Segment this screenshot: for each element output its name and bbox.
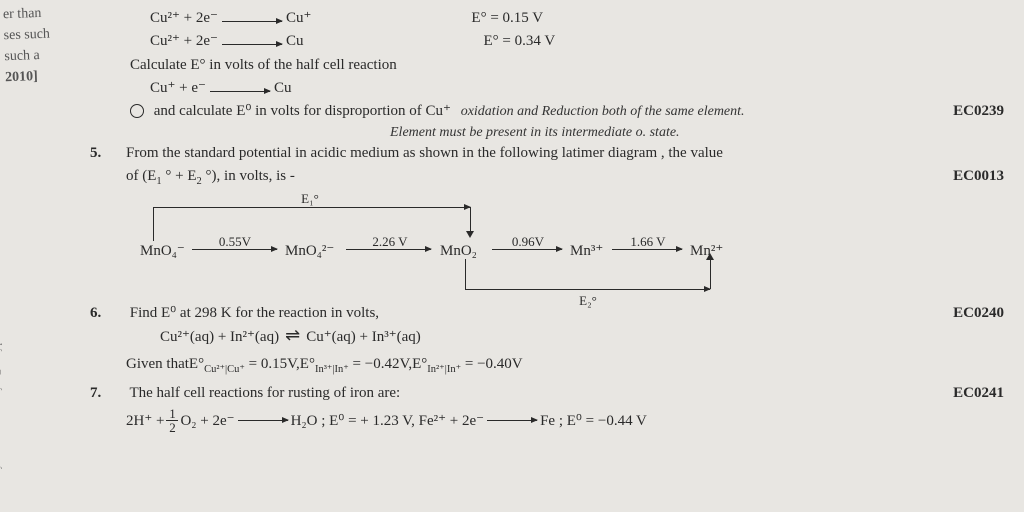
arrow-icon [222,21,282,22]
bracket2-h [465,289,710,290]
side-label: Chemistry & Surface Chemistry/01_theory.… [0,332,3,502]
equilibrium-icon: ⇌ [285,323,300,347]
e1: E° = 0.15 V [471,8,543,28]
bracket2-v1 [465,259,466,289]
rxn1: Cu²⁺ + 2e⁻ Cu E° = 0.34 V [90,31,1004,51]
v2: 2.26 V [372,233,407,251]
q7-d: Fe ; E⁰ = −0.44 V [540,411,647,431]
q7-b: O₂ + 2e⁻ [180,411,234,431]
code-ec0013: EC0013 [953,166,1004,186]
q5-t2c: °), in volts, is - [206,168,295,184]
q7-num: 7. [90,383,126,403]
q7-line1: 7. The half cell reactions for rusting o… [90,383,1004,403]
edge-l3: such a [0,45,81,67]
q6-text: Find E⁰ at 298 K for the reaction in vol… [130,305,379,321]
rxn1b: Cu [286,31,304,51]
rxn2: Cu⁺ + e⁻ Cu [90,78,1004,98]
v3: 0.96V [512,233,544,251]
q5-t2a: of (E [126,168,156,184]
node-mno4: MnO₄⁻ [140,241,185,261]
fraction: 1 2 [166,407,178,434]
bullet-icon [130,104,144,118]
v4: 1.66 V [630,233,665,251]
rxn0a: Cu²⁺ + 2e⁻ [150,8,218,28]
g1: E°Cu²⁺|Cu⁺ = 0.15V, [189,354,300,377]
disp-row: and calculate E⁰ in volts for disproport… [90,101,1004,143]
node-mn3: Mn³⁺ [570,241,603,261]
q5-line2: of (E1 ° + E2 °), in volts, is - EC0013 [90,166,1004,189]
edge-l4: 2010] [1,66,82,88]
disp-text: and calculate E⁰ in volts for disproport… [154,103,451,119]
q5-t2b: ° + E [165,168,196,184]
q5-num: 5. [90,143,126,163]
e2-label: E₂° [579,292,597,310]
q6-rxn-a: Cu²⁺(aq) + In²⁺(aq) [160,327,279,347]
arrow-icon [487,420,537,421]
q7-c: H₂O ; E⁰ = + 1.23 V, Fe²⁺ + 2e⁻ [291,411,484,431]
page-edge-text: er than ses such such a 2010] [0,0,82,90]
arrow-icon [222,44,282,45]
code-ec0240: EC0240 [953,303,1004,323]
given-label: Given that [126,354,189,374]
q6-num: 6. [90,303,126,323]
bracket-v [153,207,154,241]
calc-line: Calculate E° in volts of the half cell r… [90,55,1004,75]
q7-rxn: 2H⁺ + 1 2 O₂ + 2e⁻ H₂O ; E⁰ = + 1.23 V, … [90,407,1004,434]
bracket2-v2 [710,259,711,289]
down-arrow-icon [466,231,474,238]
rxn1a: Cu²⁺ + 2e⁻ [150,31,218,51]
rxn-top: Cu²⁺ + 2e⁻ Cu⁺ E° = 0.15 V [90,8,1004,28]
q6-rxn-b: Cu⁺(aq) + In³⁺(aq) [306,327,421,347]
latimer-diagram: E₁° MnO₄⁻ MnO₄²⁻ MnO₂ Mn³⁺ Mn²⁺ 0.55V 2.… [120,207,1004,297]
q6-line1: 6. Find E⁰ at 298 K for the reaction in … [90,303,1004,323]
code-ec0241: EC0241 [953,383,1004,403]
code-ec0239: EC0239 [953,101,1004,121]
edge-l1: er than [0,4,79,26]
node-mno42: MnO₄²⁻ [285,241,334,261]
g2: E°In³⁺|In⁺ = −0.42V, [300,354,412,377]
node-mno2: MnO₂ [440,241,477,261]
rxn2a: Cu⁺ + e⁻ [150,78,206,98]
rxn0b: Cu⁺ [286,8,311,28]
rxn2b: Cu [274,78,292,98]
e2: E° = 0.34 V [483,31,555,51]
g3: E°In²⁺|In⁺ = −0.40V [412,354,523,377]
edge-l2: ses such [0,25,80,47]
arrow-icon [210,91,270,92]
q5-text1: From the standard potential in acidic me… [126,143,723,163]
q6-rxn: Cu²⁺(aq) + In²⁺(aq) ⇌ Cu⁺(aq) + In³⁺(aq) [90,323,1004,347]
q7-text: The half cell reactions for rusting of i… [129,385,400,401]
calc-text: Calculate E° in volts of the half cell r… [130,55,397,75]
v1: 0.55V [219,233,251,251]
e1-label: E₁° [301,190,319,208]
q5-line1: 5. From the standard potential in acidic… [90,143,1004,163]
q7-a: 2H⁺ + [126,411,164,431]
up-arrow-icon [706,253,714,260]
q6-given: Given that E°Cu²⁺|Cu⁺ = 0.15V, E°In³⁺|In… [90,354,1004,377]
arrow-icon [238,420,288,421]
